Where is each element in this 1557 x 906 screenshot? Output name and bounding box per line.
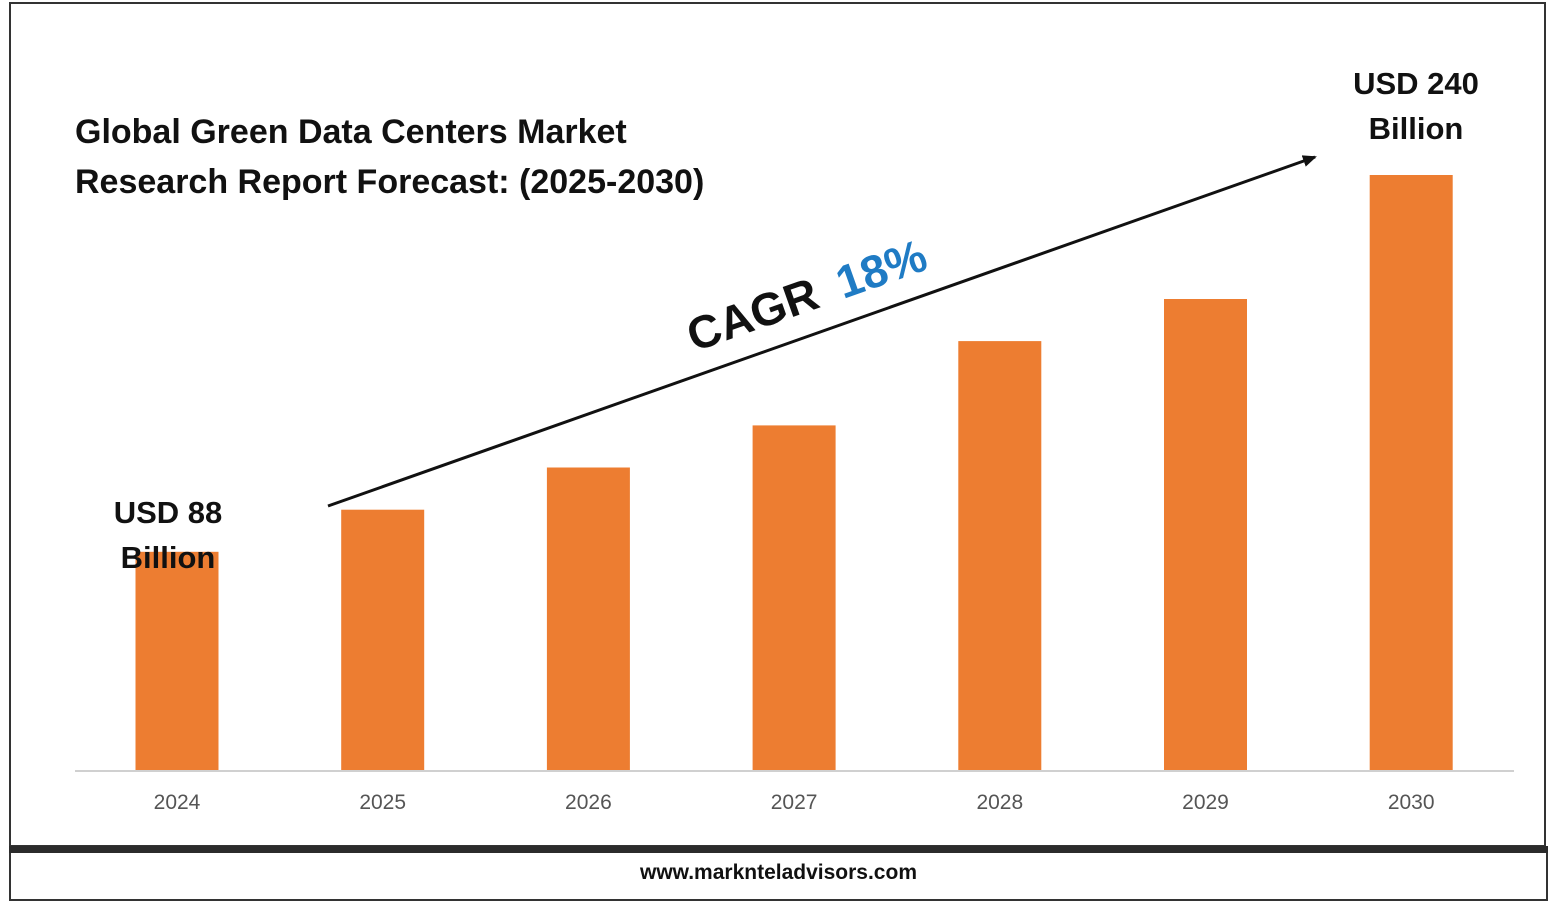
footer: www.marknteladvisors.com <box>9 853 1548 901</box>
bar-2024 <box>135 551 219 770</box>
footer-divider-bar <box>9 846 1548 853</box>
footer-website-link[interactable]: www.marknteladvisors.com <box>640 861 917 884</box>
bar-2029 <box>1164 299 1247 770</box>
end-value-label-line-2: Billion <box>1369 111 1464 146</box>
x-tick-labels: 2024 2025 2026 2027 2028 2029 2030 <box>154 791 1435 814</box>
start-value-label-line-1: USD 88 <box>114 495 223 530</box>
cagr-label: CAGR <box>680 267 825 361</box>
x-tick-label-2026: 2026 <box>565 791 612 814</box>
chart-title-line-1: Global Green Data Centers Market <box>75 113 627 151</box>
cagr-annotation: CAGR 18% <box>680 229 933 362</box>
bar-2027 <box>752 425 836 770</box>
chart-title-line-2: Research Report Forecast: (2025-2030) <box>75 163 704 201</box>
bar-2028 <box>958 341 1042 770</box>
bar-2030 <box>1369 175 1453 770</box>
x-tick-label-2029: 2029 <box>1182 791 1229 814</box>
bar-2026 <box>546 467 630 770</box>
bar-chart: Global Green Data Centers Market Researc… <box>75 66 1514 814</box>
end-value-label-line-1: USD 240 <box>1353 66 1479 101</box>
start-value-label-line-2: Billion <box>121 540 216 575</box>
bar-2025 <box>341 509 425 770</box>
x-tick-label-2024: 2024 <box>154 791 201 814</box>
x-tick-label-2030: 2030 <box>1388 791 1435 814</box>
bars-group <box>135 175 1453 770</box>
x-tick-label-2025: 2025 <box>359 791 406 814</box>
cagr-trend-arrow <box>327 155 1317 508</box>
x-tick-label-2028: 2028 <box>976 791 1023 814</box>
x-tick-label-2027: 2027 <box>771 791 818 814</box>
